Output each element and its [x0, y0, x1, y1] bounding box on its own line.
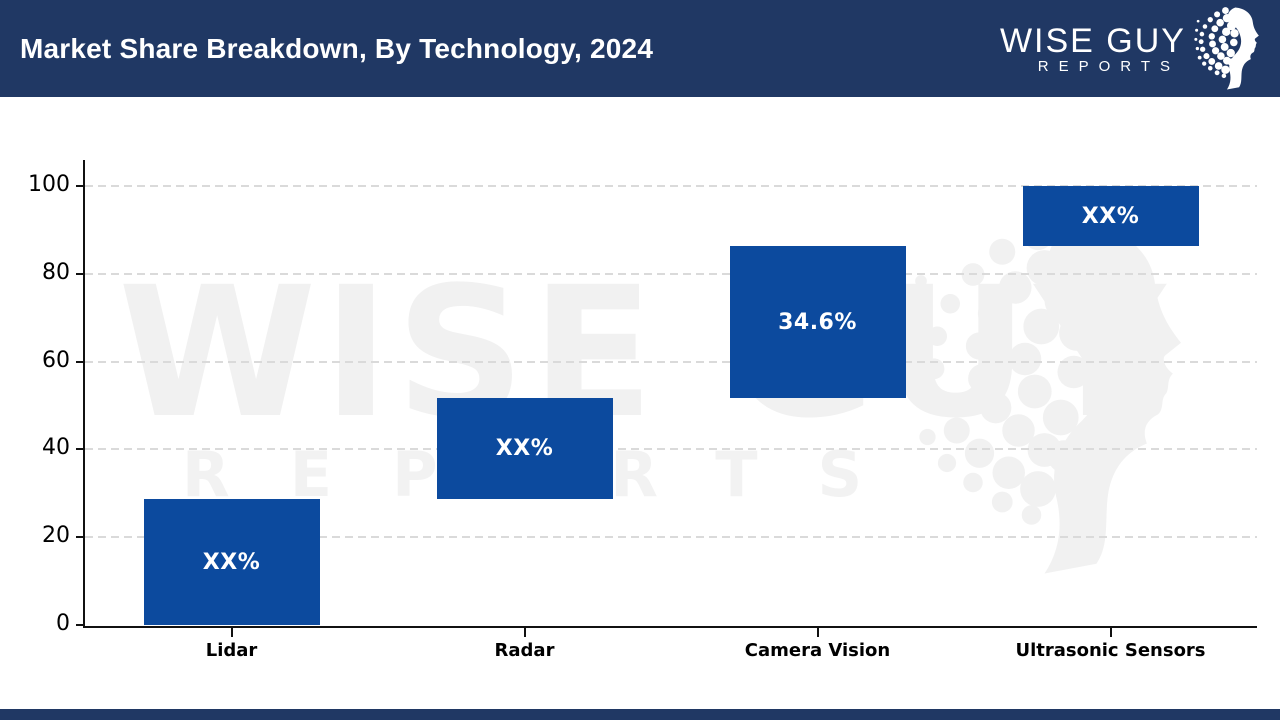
bar-value-label-lidar: XX% — [202, 549, 261, 575]
logo-face-icon — [1192, 6, 1268, 91]
bar-lidar: XX% — [143, 499, 320, 625]
logo-subtext: REPORTS — [1037, 58, 1180, 75]
gridline-100 — [85, 185, 1257, 187]
gridline-20 — [85, 536, 1257, 539]
y-tick-label-60: 60 — [42, 347, 70, 373]
x-tick-radar — [523, 628, 526, 637]
x-axis-spine — [83, 626, 1257, 628]
wise-guy-reports-logo: WISE GUY REPORTS — [1000, 0, 1272, 97]
y-tick-100 — [76, 185, 85, 187]
footer-bar — [0, 709, 1280, 720]
category-label-lidar: Lidar — [205, 640, 258, 661]
y-tick-label-80: 80 — [42, 259, 70, 285]
watermark-face-icon — [895, 216, 1220, 580]
y-axis-spine — [83, 160, 85, 628]
gridline-40 — [85, 448, 1257, 451]
bar-ultrasonic-sensors: XX% — [1022, 186, 1199, 247]
category-label-radar: Radar — [494, 640, 555, 661]
y-tick-0 — [76, 624, 85, 626]
gridline-60 — [85, 360, 1257, 363]
y-tick-60 — [76, 360, 85, 363]
bar-value-label-ultrasonic-sensors: XX% — [1081, 203, 1140, 229]
x-tick-ultrasonic-sensors — [1109, 628, 1112, 637]
category-label-ultrasonic-sensors: Ultrasonic Sensors — [1015, 640, 1206, 661]
y-tick-label-100: 100 — [28, 172, 70, 197]
bar-value-label-camera-vision: 34.6% — [778, 309, 857, 335]
x-tick-lidar — [230, 628, 233, 637]
x-tick-camera-vision — [816, 628, 819, 637]
gridline-80 — [85, 272, 1257, 275]
y-tick-20 — [76, 536, 85, 539]
bar-value-label-radar: XX% — [495, 436, 554, 462]
y-tick-label-20: 20 — [42, 523, 70, 549]
chart-title: Market Share Breakdown, By Technology, 2… — [20, 32, 654, 64]
y-tick-label-40: 40 — [42, 435, 70, 461]
y-tick-40 — [76, 448, 85, 451]
y-tick-label-0: 0 — [56, 611, 70, 636]
y-tick-80 — [76, 272, 85, 275]
logo-wordmark: WISE GUY — [999, 22, 1186, 60]
category-label-camera-vision: Camera Vision — [744, 640, 891, 661]
bar-radar: XX% — [436, 398, 613, 500]
bar-camera-vision: 34.6% — [729, 246, 906, 399]
header-banner: Market Share Breakdown, By Technology, 2… — [0, 0, 1280, 97]
